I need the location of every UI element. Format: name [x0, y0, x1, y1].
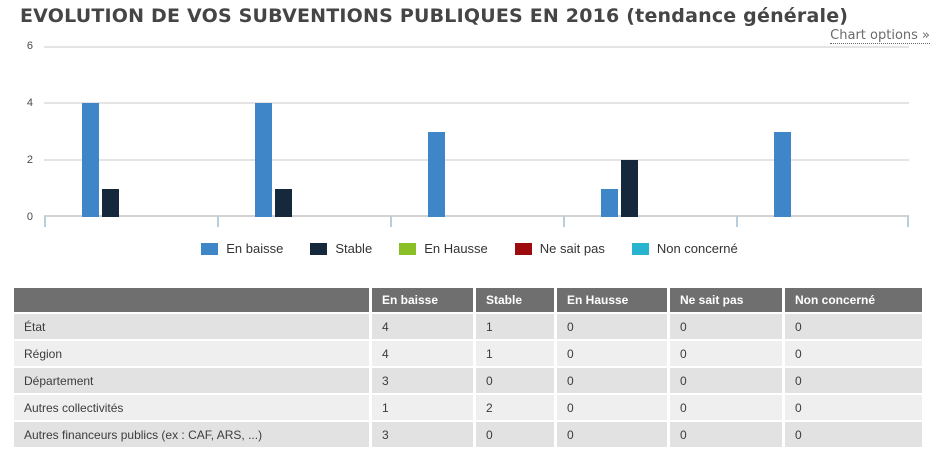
table-head: En baisse Stable En Hausse Ne sait pas Non c… [14, 288, 925, 314]
legend-item-en-baisse[interactable]: En baisse [201, 241, 283, 256]
table-row: Autres financeurs publics (ex : CAF, ARS… [14, 422, 925, 449]
table-row: État 4 1 0 0 0 [14, 314, 925, 341]
table-header-cell: Non concerné [785, 288, 925, 314]
table-cell: 0 [557, 314, 670, 341]
legend-item-en-hausse[interactable]: En Hausse [399, 241, 488, 256]
gridline-y0 [44, 215, 909, 217]
bar-stable-group4[interactable] [620, 160, 638, 217]
legend-label: Non concerné [656, 241, 738, 256]
table-cell: 3 [372, 368, 476, 395]
page-title: EVOLUTION DE VOS SUBVENTIONS PUBLIQUES E… [20, 5, 849, 27]
table-row: Région 4 1 0 0 0 [14, 341, 925, 368]
y-axis-label-4: 4 [26, 97, 33, 109]
y-axis-label-6: 6 [26, 40, 33, 52]
table-header-row: En baisse Stable En Hausse Ne sait pas Non c… [14, 288, 925, 314]
results-table: En baisse Stable En Hausse Ne sait pas Non c… [14, 288, 925, 449]
y-axis: 0 2 4 6 [0, 40, 33, 223]
row-label-cell: Autres financeurs publics (ex : CAF, ARS… [14, 422, 372, 449]
table-cell: 0 [476, 422, 557, 449]
table-cell: 1 [372, 395, 476, 422]
legend-label: En Hausse [424, 241, 488, 256]
legend-label: Stable [335, 241, 373, 256]
gridline-y2 [44, 159, 909, 161]
row-label-cell: État [14, 314, 372, 341]
legend-swatch-icon [201, 242, 219, 255]
table-cell: 0 [557, 395, 670, 422]
table-row: Autres collectivités 1 2 0 0 0 [14, 395, 925, 422]
table-cell: 0 [557, 368, 670, 395]
table-body: État 4 1 0 0 0 Région 4 1 0 0 0 Département 3 0 0 0 0 Autr… [14, 314, 925, 449]
table-cell: 0 [785, 422, 925, 449]
legend-item-non-concerné[interactable]: Non concerné [631, 241, 738, 256]
table-cell: 1 [476, 314, 557, 341]
table-header-cell: En Hausse [557, 288, 670, 314]
table-header-cell-label [14, 288, 372, 314]
row-label-cell: Autres collectivités [14, 395, 372, 422]
gridline-y4 [44, 102, 909, 104]
row-label-cell: Département [14, 368, 372, 395]
table-cell: 0 [785, 314, 925, 341]
bar-en-baisse-group3[interactable] [428, 131, 446, 217]
legend-swatch-icon [514, 242, 532, 255]
table-cell: 0 [670, 341, 785, 368]
table-cell: 0 [557, 341, 670, 368]
table-cell: 0 [670, 368, 785, 395]
table-cell: 4 [372, 341, 476, 368]
table-cell: 4 [372, 314, 476, 341]
table-header-cell: Stable [476, 288, 557, 314]
legend-label: En baisse [226, 241, 284, 256]
table-cell: 3 [372, 422, 476, 449]
table-cell: 0 [785, 368, 925, 395]
bar-en-baisse-group5[interactable] [774, 131, 792, 217]
legend-swatch-icon [399, 242, 417, 255]
x-axis-tick [390, 216, 392, 227]
bar-en-baisse-group4[interactable] [601, 188, 619, 217]
table-cell: 1 [476, 341, 557, 368]
table-cell: 0 [557, 422, 670, 449]
table-header-cell: Ne sait pas [670, 288, 785, 314]
legend-swatch-icon [631, 242, 649, 255]
x-axis-tick [907, 216, 909, 227]
chart-legend: En baisse Stable En Hausse Ne sait pas Non c… [0, 241, 939, 256]
row-label-cell: Région [14, 341, 372, 368]
y-axis-label-2: 2 [26, 154, 33, 166]
table-row: Département 3 0 0 0 0 [14, 368, 925, 395]
bar-stable-group1[interactable] [101, 188, 119, 217]
legend-swatch-icon [310, 242, 328, 255]
table-cell: 0 [670, 314, 785, 341]
chart-options-link[interactable]: Chart options » [830, 28, 930, 44]
x-axis-tick [217, 216, 219, 227]
bar-stable-group2[interactable] [274, 188, 292, 217]
gridline-y6 [44, 46, 909, 48]
y-axis-label-0: 0 [26, 211, 33, 223]
table-cell: 0 [476, 368, 557, 395]
legend-item-ne-sait-pas[interactable]: Ne sait pas [514, 241, 605, 256]
table-cell: 0 [785, 341, 925, 368]
x-axis-tick [44, 216, 46, 227]
bar-en-baisse-group2[interactable] [255, 103, 273, 217]
bar-en-baisse-group1[interactable] [82, 103, 100, 217]
table-cell: 0 [670, 395, 785, 422]
legend-label: Ne sait pas [539, 241, 605, 256]
table-header-cell: En baisse [372, 288, 476, 314]
bar-chart-plot-area [44, 46, 909, 227]
table-cell: 2 [476, 395, 557, 422]
legend-item-stable[interactable]: Stable [310, 241, 372, 256]
table-cell: 0 [785, 395, 925, 422]
x-axis-tick [736, 216, 738, 227]
x-axis-tick [563, 216, 565, 227]
table-cell: 0 [670, 422, 785, 449]
